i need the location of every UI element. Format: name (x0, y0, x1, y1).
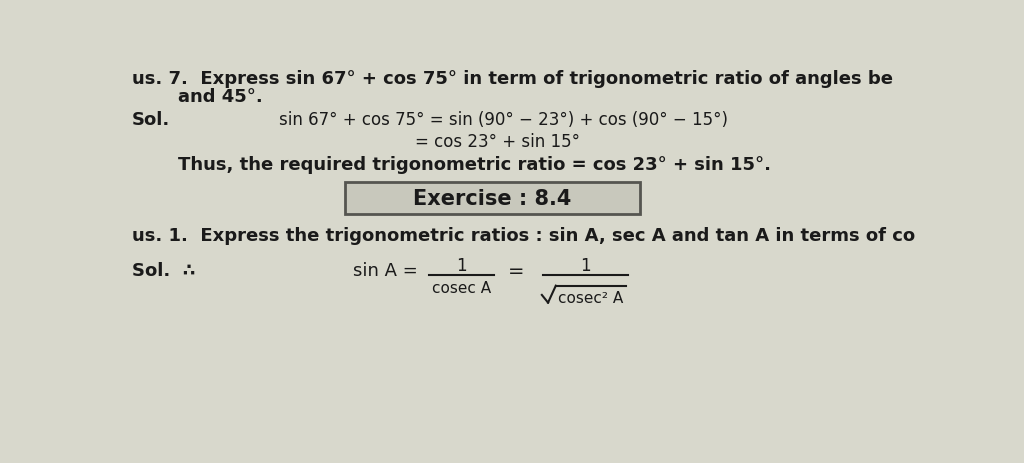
Text: 1: 1 (580, 257, 591, 275)
Text: sin 67° + cos 75° = sin (90° − 23°) + cos (90° − 15°): sin 67° + cos 75° = sin (90° − 23°) + co… (280, 111, 728, 129)
Text: sin A =: sin A = (352, 262, 418, 280)
Text: cosec A: cosec A (432, 281, 490, 296)
Text: us. 1.  Express the trigonometric ratios : sin A, sec A and tan A in terms of co: us. 1. Express the trigonometric ratios … (132, 226, 915, 244)
Text: Sol.  ∴: Sol. ∴ (132, 262, 196, 280)
Text: 1: 1 (456, 257, 467, 275)
Text: = cos 23° + sin 15°: = cos 23° + sin 15° (415, 132, 580, 150)
Text: cosec² A: cosec² A (558, 290, 624, 305)
FancyBboxPatch shape (345, 182, 640, 215)
Text: Thus, the required trigonometric ratio = cos 23° + sin 15°.: Thus, the required trigonometric ratio =… (178, 156, 771, 174)
FancyBboxPatch shape (128, 56, 922, 412)
Text: and 45°.: and 45°. (178, 88, 263, 106)
Text: us. 7.  Express sin 67° + cos 75° in term of trigonometric ratio of angles be: us. 7. Express sin 67° + cos 75° in term… (132, 69, 893, 88)
Text: Exercise : 8.4: Exercise : 8.4 (413, 188, 571, 208)
Text: =: = (508, 262, 524, 281)
Text: Sol.: Sol. (132, 111, 170, 129)
